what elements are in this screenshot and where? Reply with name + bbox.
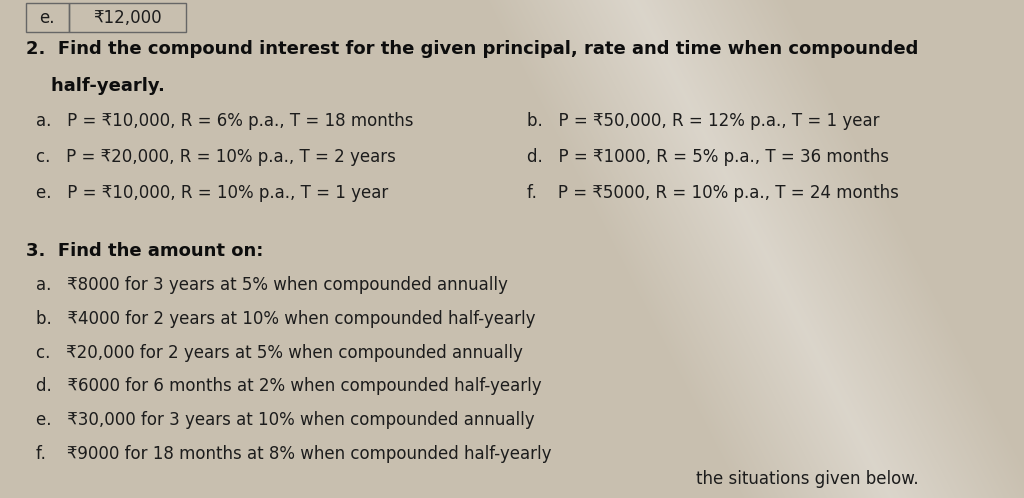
Bar	[26, 3, 69, 32]
Text: a.   P = ₹10,000, R = 6% p.a., T = 18 months: a. P = ₹10,000, R = 6% p.a., T = 18 mont…	[36, 112, 414, 130]
Text: a.   ₹8000 for 3 years at 5% when compounded annually: a. ₹8000 for 3 years at 5% when compound…	[36, 276, 508, 294]
Text: the situations given below.: the situations given below.	[696, 470, 919, 488]
Text: ₹12,000: ₹12,000	[93, 9, 162, 27]
Text: b.   ₹4000 for 2 years at 10% when compounded half-yearly: b. ₹4000 for 2 years at 10% when compoun…	[36, 310, 536, 328]
Text: 2.  Find the compound interest for the given principal, rate and time when compo: 2. Find the compound interest for the gi…	[26, 40, 918, 58]
Text: 3.  Find the amount on:: 3. Find the amount on:	[26, 242, 263, 260]
Bar	[69, 3, 186, 32]
Text: c.   P = ₹20,000, R = 10% p.a., T = 2 years: c. P = ₹20,000, R = 10% p.a., T = 2 year…	[36, 148, 395, 166]
Text: d.   P = ₹1000, R = 5% p.a., T = 36 months: d. P = ₹1000, R = 5% p.a., T = 36 months	[527, 148, 890, 166]
Text: e.   P = ₹10,000, R = 10% p.a., T = 1 year: e. P = ₹10,000, R = 10% p.a., T = 1 year	[36, 184, 388, 202]
Text: e.   ₹30,000 for 3 years at 10% when compounded annually: e. ₹30,000 for 3 years at 10% when compo…	[36, 411, 535, 429]
Text: f.    ₹9000 for 18 months at 8% when compounded half-yearly: f. ₹9000 for 18 months at 8% when compou…	[36, 445, 551, 463]
Text: e.: e.	[39, 9, 55, 27]
Text: half-yearly.: half-yearly.	[26, 77, 165, 95]
Text: b.   P = ₹50,000, R = 12% p.a., T = 1 year: b. P = ₹50,000, R = 12% p.a., T = 1 year	[527, 112, 880, 130]
Text: c.   ₹20,000 for 2 years at 5% when compounded annually: c. ₹20,000 for 2 years at 5% when compou…	[36, 344, 522, 362]
Text: f.    P = ₹5000, R = 10% p.a., T = 24 months: f. P = ₹5000, R = 10% p.a., T = 24 month…	[527, 184, 899, 202]
Text: d.   ₹6000 for 6 months at 2% when compounded half-yearly: d. ₹6000 for 6 months at 2% when compoun…	[36, 377, 542, 395]
